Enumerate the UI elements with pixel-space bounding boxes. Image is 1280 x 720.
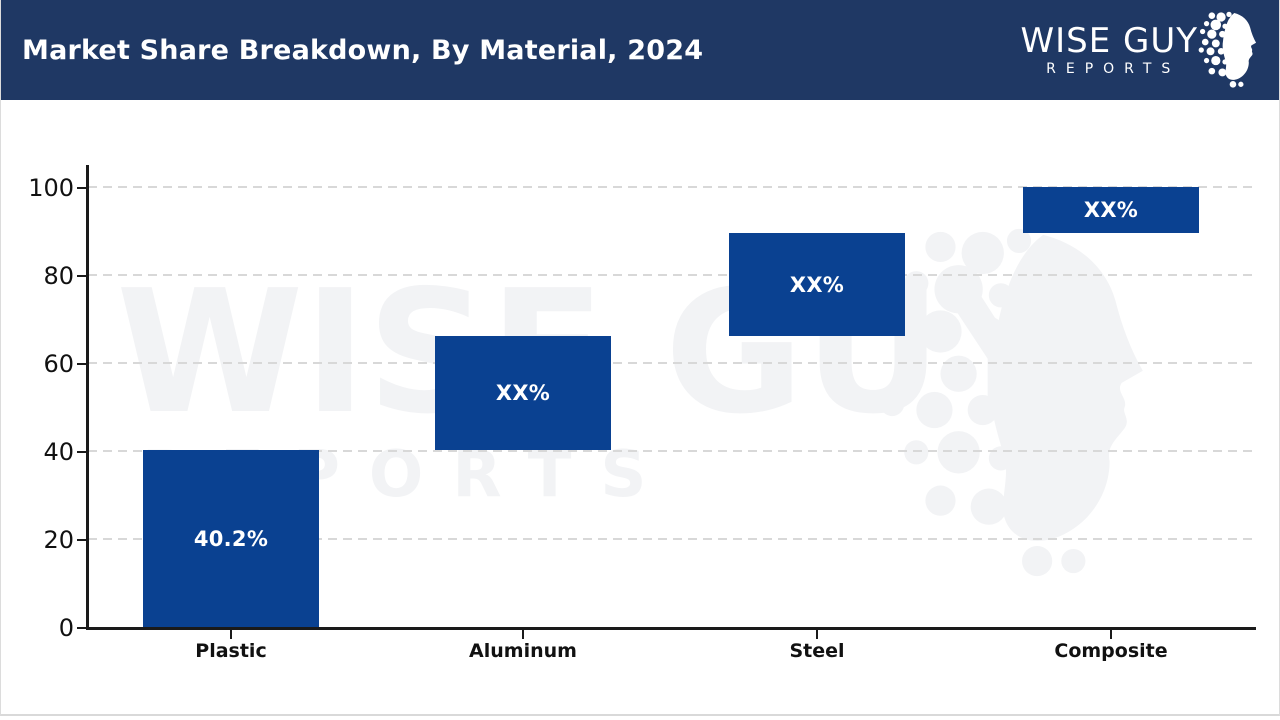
bar-composite: XX% (1023, 187, 1199, 234)
bar-steel: XX% (729, 233, 905, 337)
gridline-y40 (88, 450, 1254, 452)
y-tick-label-60: 60 (43, 350, 74, 378)
y-tick-20 (77, 539, 86, 541)
logo-face-icon (1198, 11, 1257, 88)
y-tick-label-20: 20 (43, 526, 74, 554)
x-tick-composite (1110, 630, 1112, 639)
bar-value-label: XX% (495, 381, 551, 406)
page-title: Market Share Breakdown, By Material, 202… (22, 34, 704, 66)
y-tick-60 (77, 363, 86, 365)
wise-guy-reports-logo: WISE GUY REPORTS (1020, 10, 1262, 90)
y-tick-100 (77, 187, 86, 189)
watermark-face-icon (880, 228, 1143, 577)
y-tick-40 (77, 451, 86, 453)
x-tick-steel (816, 630, 818, 639)
x-tick-label-plastic: Plastic (195, 640, 267, 662)
gridline-y80 (88, 274, 1254, 276)
bar-value-label: XX% (789, 272, 845, 297)
y-tick-0 (77, 627, 86, 629)
gridline-y20 (88, 538, 1254, 540)
y-tick-label-40: 40 (43, 438, 74, 466)
y-tick-label-100: 100 (28, 174, 74, 202)
logo-wordmark: WISE GUY (1020, 21, 1198, 61)
bar-plastic: 40.2% (143, 450, 319, 627)
bar-aluminum: XX% (435, 336, 611, 451)
y-tick-label-80: 80 (43, 262, 74, 290)
y-tick-80 (77, 275, 86, 277)
gridline-y100 (88, 186, 1254, 188)
x-axis-spine (86, 627, 1256, 630)
gridline-y60 (88, 362, 1254, 364)
header-bar: Market Share Breakdown, By Material, 202… (0, 0, 1280, 100)
y-axis-spine (86, 165, 89, 630)
x-tick-label-composite: Composite (1054, 640, 1168, 662)
bar-value-label: XX% (1083, 198, 1139, 223)
x-tick-aluminum (522, 630, 524, 639)
x-tick-label-steel: Steel (789, 640, 845, 662)
bar-value-label: 40.2% (193, 526, 269, 551)
x-tick-label-aluminum: Aluminum (469, 640, 577, 662)
x-tick-plastic (230, 630, 232, 639)
logo-sub: REPORTS (1046, 61, 1181, 77)
y-tick-label-0: 0 (58, 614, 74, 642)
logo-text: WISE GUY REPORTS (1020, 24, 1198, 76)
